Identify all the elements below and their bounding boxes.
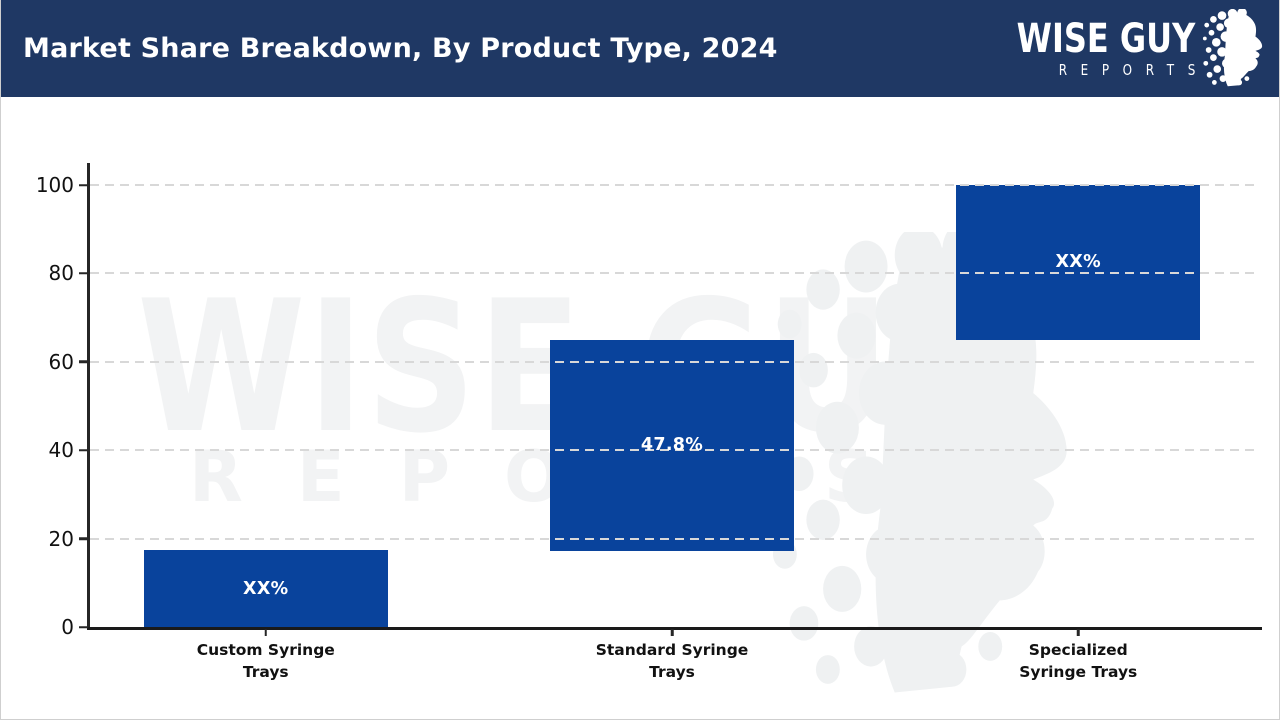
- grid-line: [90, 272, 1254, 275]
- x-category-label-line: Trays: [649, 663, 695, 681]
- y-tick-mark: [79, 537, 88, 540]
- y-axis-line: [87, 163, 90, 630]
- x-tick-mark: [264, 629, 267, 636]
- bar: XX%: [143, 550, 388, 627]
- wiseguy-logo: WISE GUY REPORTS: [972, 8, 1265, 89]
- x-category-label-line: Standard Syringe: [595, 641, 749, 659]
- x-category-label-line: Trays: [242, 663, 289, 681]
- logo-brand-name: WISE GUY: [1016, 16, 1195, 62]
- x-tick-mark: [1076, 629, 1080, 636]
- bar-value-label: XX%: [243, 578, 289, 599]
- x-category-label-line: Custom Syringe: [196, 641, 335, 659]
- grid-line: [90, 360, 1254, 363]
- y-tick-label: 0: [61, 615, 74, 639]
- y-tick-label: 60: [48, 349, 74, 374]
- x-axis-line: [87, 627, 1262, 630]
- x-category-label: Specialized Syringe Trays: [1019, 639, 1137, 683]
- y-tick-label: 40: [48, 438, 74, 463]
- y-tick-mark: [79, 360, 88, 364]
- x-category-label: Standard Syringe Trays: [596, 639, 749, 683]
- logo-face-icon: [1202, 8, 1263, 86]
- x-category-label-line: Syringe Trays: [1019, 663, 1138, 681]
- x-category-label: Custom Syringe Trays: [197, 639, 335, 683]
- bar-value-label: 47.8%: [640, 435, 704, 456]
- x-tick-mark: [670, 629, 674, 636]
- bar-value-label: XX%: [1055, 252, 1101, 273]
- y-tick-mark: [79, 183, 88, 187]
- plot-area: XX% 47.8% XX% 0 20 40 60 80 100 Custom Syringe Tra…: [36, 163, 1262, 681]
- y-tick-label: 80: [48, 261, 74, 286]
- grid-line: [90, 537, 1254, 540]
- x-category-label-line: Specialized: [1028, 641, 1128, 659]
- header: Market Share Breakdown, By Product Type,…: [1, 0, 1279, 97]
- y-tick-label: 100: [35, 173, 74, 198]
- grid-line: [90, 184, 1254, 187]
- grid-line: [90, 449, 1254, 452]
- logo-text: WISE GUY REPORTS: [1016, 19, 1195, 78]
- y-tick-mark: [79, 272, 88, 275]
- bar: XX%: [956, 185, 1201, 340]
- y-tick-label: 20: [48, 526, 74, 551]
- chart-title: Market Share Breakdown, By Product Type,…: [23, 33, 778, 64]
- bar: 47.8%: [549, 339, 795, 551]
- y-tick-mark: [79, 449, 88, 452]
- logo-brand-subtitle: REPORTS: [1058, 61, 1209, 79]
- y-tick-mark: [79, 625, 88, 629]
